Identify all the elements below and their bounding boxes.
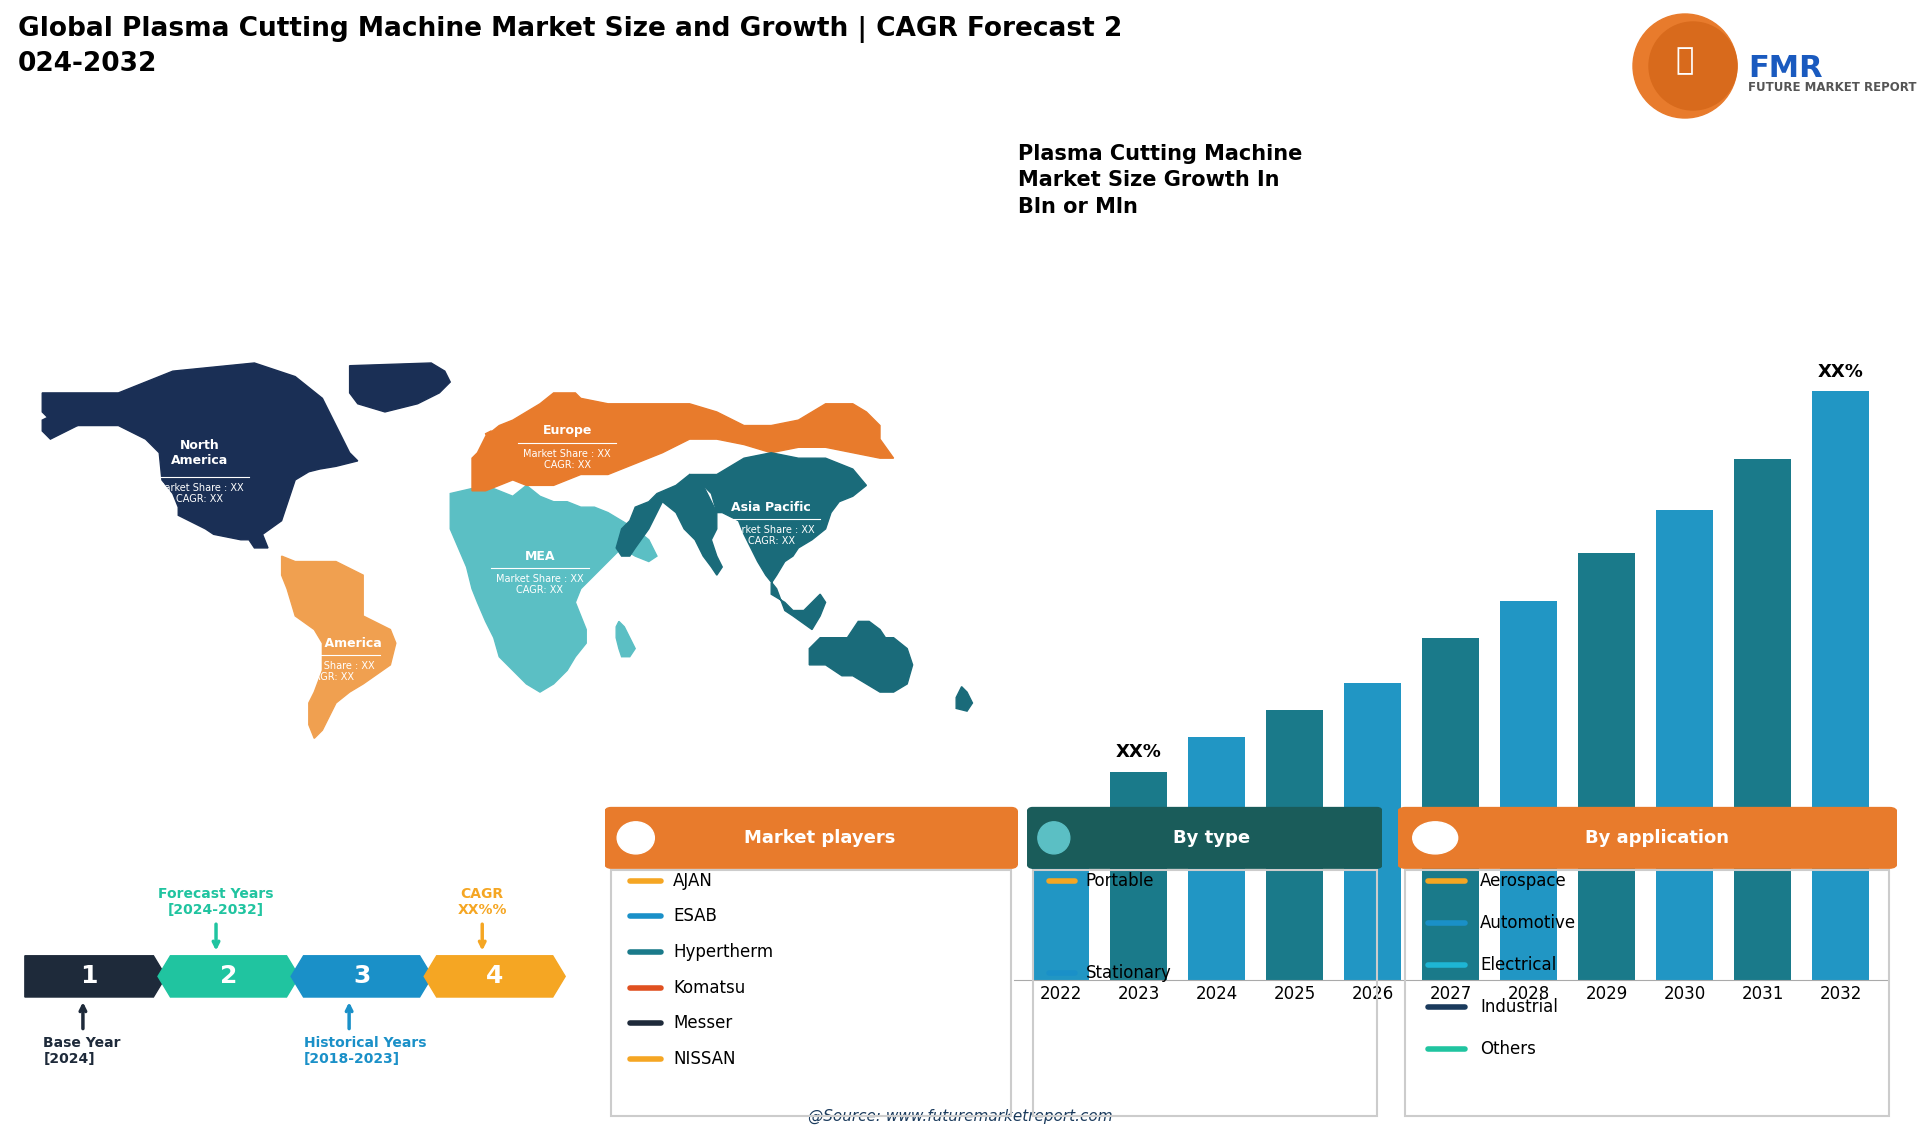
Text: XX%: XX% — [1818, 363, 1864, 380]
Circle shape — [1649, 22, 1738, 110]
Bar — [1812, 391, 1868, 980]
Polygon shape — [810, 621, 912, 692]
Text: Electrical: Electrical — [1480, 956, 1557, 974]
Polygon shape — [349, 363, 451, 411]
Circle shape — [1413, 822, 1457, 854]
Polygon shape — [484, 431, 505, 455]
Text: Market Share : XX
CAGR: XX: Market Share : XX CAGR: XX — [286, 661, 374, 682]
Text: Aerospace: Aerospace — [1480, 872, 1567, 889]
FancyBboxPatch shape — [1398, 808, 1897, 869]
Text: Historical Years
[2018-2023]: Historical Years [2018-2023] — [303, 1036, 426, 1066]
Text: Plasma Cutting Machine
Market Size Growth In
Bln or Mln: Plasma Cutting Machine Market Size Growt… — [1018, 143, 1302, 217]
Polygon shape — [292, 956, 432, 997]
Text: 4: 4 — [486, 965, 503, 988]
Bar — [1344, 683, 1402, 980]
Text: @Source: www.futuremarketreport.com: @Source: www.futuremarketreport.com — [808, 1109, 1112, 1124]
Text: By type: By type — [1173, 829, 1250, 847]
Text: CAGR
XX%%: CAGR XX%% — [457, 887, 507, 917]
Text: Global Plasma Cutting Machine Market Size and Growth | CAGR Forecast 2: Global Plasma Cutting Machine Market Siz… — [17, 16, 1123, 44]
Bar — [1501, 601, 1557, 980]
Bar — [1734, 460, 1791, 980]
Polygon shape — [451, 486, 657, 692]
Text: North
America: North America — [171, 439, 228, 466]
Text: Asia Pacific: Asia Pacific — [732, 501, 810, 513]
Polygon shape — [616, 474, 722, 575]
Text: 3: 3 — [353, 965, 371, 988]
Text: XX%: XX% — [1116, 744, 1162, 761]
Text: Hypertherm: Hypertherm — [672, 943, 774, 961]
Text: NISSAN: NISSAN — [672, 1050, 735, 1068]
Text: Stationary: Stationary — [1087, 964, 1171, 982]
Text: Portable: Portable — [1087, 872, 1154, 889]
Text: 024-2032: 024-2032 — [17, 52, 157, 77]
Bar — [1033, 809, 1089, 980]
FancyBboxPatch shape — [605, 808, 1018, 869]
Text: FUTURE MARKET REPORT: FUTURE MARKET REPORT — [1747, 81, 1916, 94]
Text: Base Year
[2024]: Base Year [2024] — [44, 1036, 121, 1066]
Text: South America: South America — [278, 637, 382, 650]
Bar — [1188, 738, 1244, 980]
Text: Market Share : XX
CAGR: XX: Market Share : XX CAGR: XX — [728, 525, 814, 547]
Text: Industrial: Industrial — [1480, 998, 1557, 1017]
FancyBboxPatch shape — [1027, 808, 1382, 869]
Text: Others: Others — [1480, 1041, 1536, 1058]
Polygon shape — [157, 956, 300, 997]
Polygon shape — [25, 956, 165, 997]
Text: Market Share : XX
CAGR: XX: Market Share : XX CAGR: XX — [524, 449, 611, 470]
Text: MEA: MEA — [524, 550, 555, 563]
Text: Automotive: Automotive — [1480, 913, 1576, 932]
Bar — [1267, 711, 1323, 980]
Text: Market Share : XX
CAGR: XX: Market Share : XX CAGR: XX — [495, 574, 584, 596]
Bar — [1110, 771, 1167, 980]
Polygon shape — [616, 621, 636, 657]
Bar — [1657, 510, 1713, 980]
Text: Market Share : XX
CAGR: XX: Market Share : XX CAGR: XX — [156, 482, 244, 504]
Text: Market players: Market players — [743, 829, 895, 847]
Polygon shape — [689, 453, 866, 629]
Text: By application: By application — [1586, 829, 1730, 847]
Text: Komatsu: Komatsu — [672, 979, 745, 997]
Bar — [1423, 638, 1478, 980]
Circle shape — [1634, 14, 1738, 118]
Text: 👤: 👤 — [1676, 47, 1693, 76]
Polygon shape — [956, 686, 972, 712]
Text: Forecast Years
[2024-2032]: Forecast Years [2024-2032] — [157, 887, 275, 917]
Text: 1: 1 — [81, 965, 98, 988]
Circle shape — [616, 822, 655, 854]
Text: Messer: Messer — [672, 1014, 732, 1033]
Polygon shape — [424, 956, 564, 997]
Bar — [1578, 554, 1634, 980]
Text: ESAB: ESAB — [672, 908, 716, 925]
Polygon shape — [42, 411, 77, 439]
Polygon shape — [42, 363, 357, 548]
Polygon shape — [282, 556, 396, 738]
Text: 2: 2 — [219, 965, 238, 988]
Polygon shape — [472, 393, 893, 490]
Text: AJAN: AJAN — [672, 872, 712, 889]
Circle shape — [1039, 822, 1069, 854]
Text: Europe: Europe — [543, 424, 591, 438]
Text: FMR: FMR — [1747, 54, 1822, 83]
